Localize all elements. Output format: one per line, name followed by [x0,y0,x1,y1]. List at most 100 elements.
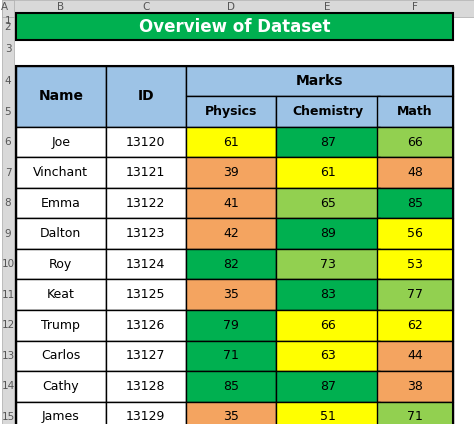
Text: Math: Math [397,105,433,118]
Text: B: B [57,2,64,12]
Bar [186,280,276,310]
Text: Keat: Keat [47,288,75,301]
Text: 77: 77 [407,288,423,301]
Text: D: D [227,2,235,12]
Text: Cathy: Cathy [43,380,79,393]
Text: 83: 83 [319,288,336,301]
Text: Carlos: Carlos [41,349,81,362]
Text: 85: 85 [223,380,239,393]
Text: 1: 1 [5,16,11,26]
Bar [16,157,106,188]
Bar [106,340,186,371]
Bar [186,340,276,371]
Bar [377,280,453,310]
Text: 15: 15 [1,412,15,422]
Text: 13127: 13127 [126,349,165,362]
Bar [276,127,380,157]
Text: 12: 12 [1,320,15,330]
Text: 71: 71 [223,349,239,362]
Bar [106,188,186,218]
Bar [16,249,106,280]
Text: 10: 10 [1,259,15,269]
Bar [106,218,186,249]
Bar [377,188,453,218]
Bar [16,371,106,402]
Bar [106,402,186,425]
Text: 82: 82 [223,258,239,271]
Text: 13120: 13120 [126,136,165,149]
Bar [186,127,276,157]
Bar [276,218,380,249]
Text: 8: 8 [5,198,11,208]
Text: 87: 87 [319,380,336,393]
Text: 2: 2 [5,22,11,31]
Text: 13123: 13123 [126,227,165,240]
Text: Physics: Physics [205,105,257,118]
Bar [276,340,380,371]
Text: 73: 73 [319,258,336,271]
Bar [2,17,14,424]
Text: 13124: 13124 [126,258,165,271]
Bar [16,402,106,425]
Bar [16,66,106,127]
Text: C: C [142,2,149,12]
Text: 61: 61 [223,136,239,149]
Text: 89: 89 [319,227,336,240]
Text: Name: Name [38,89,83,103]
Bar [186,249,276,280]
Bar [377,340,453,371]
Bar [186,66,453,96]
Bar [106,157,186,188]
Text: 13125: 13125 [126,288,165,301]
Bar [186,157,276,188]
Bar [276,188,380,218]
Bar [186,402,276,425]
Bar [276,310,380,340]
Text: Dalton: Dalton [40,227,82,240]
Text: 14: 14 [1,381,15,391]
Bar [276,280,380,310]
Bar [16,13,453,40]
Text: 13121: 13121 [126,166,165,179]
Text: Chemistry: Chemistry [292,105,363,118]
Bar [377,96,453,127]
Bar [106,310,186,340]
Text: E: E [324,2,331,12]
Bar [276,157,380,188]
Bar [16,310,106,340]
Bar [16,127,106,157]
Text: A: A [0,2,8,12]
Bar [276,402,380,425]
Text: 61: 61 [320,166,336,179]
Text: 66: 66 [407,136,423,149]
Text: 6: 6 [5,137,11,147]
Text: 42: 42 [223,227,239,240]
Bar [377,157,453,188]
Text: 62: 62 [407,319,423,332]
Bar [186,188,276,218]
Text: 5: 5 [5,107,11,116]
Text: 13128: 13128 [126,380,165,393]
Bar [186,96,276,127]
Text: 85: 85 [407,197,423,210]
Bar [106,66,186,127]
Bar [377,402,453,425]
Text: 41: 41 [223,197,239,210]
Bar [276,96,380,127]
Bar [377,249,453,280]
Text: 79: 79 [223,319,239,332]
Bar [16,218,106,249]
Text: 35: 35 [223,411,239,423]
Text: 4: 4 [5,76,11,86]
Text: 65: 65 [319,197,336,210]
Bar [106,249,186,280]
Bar [16,280,106,310]
Bar [377,218,453,249]
Bar [186,371,276,402]
Text: 39: 39 [223,166,239,179]
Text: 9: 9 [5,229,11,239]
Text: Emma: Emma [41,197,81,210]
Text: 87: 87 [319,136,336,149]
Text: 48: 48 [407,166,423,179]
Text: Vinchant: Vinchant [33,166,88,179]
